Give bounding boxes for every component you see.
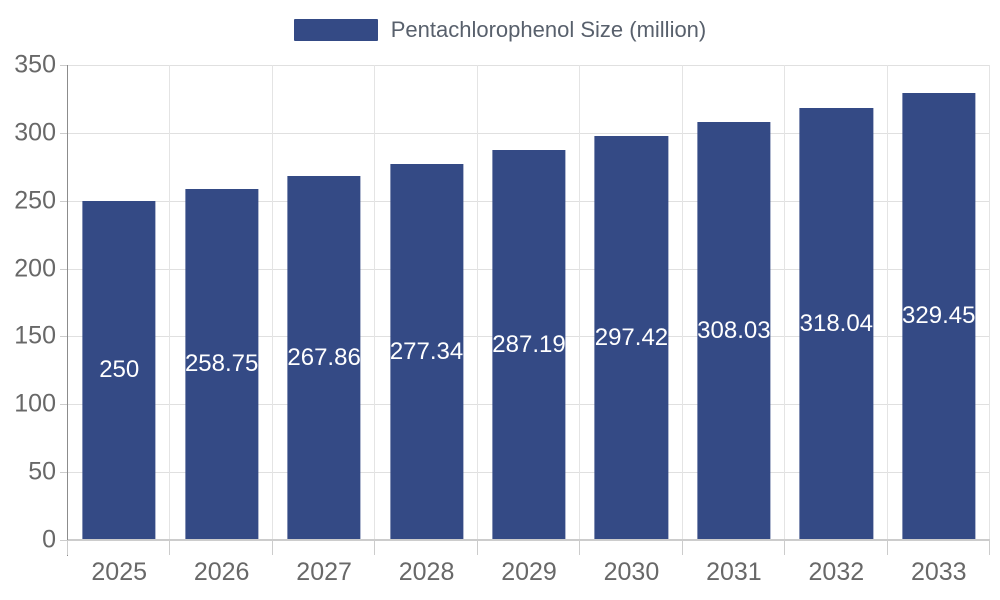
x-tick-label: 2032 — [808, 558, 865, 586]
x-axis-tick — [784, 540, 786, 555]
v-gridline — [989, 65, 990, 540]
x-tick-label: 2025 — [91, 558, 148, 586]
bar-value-label: 267.86 — [287, 344, 361, 372]
y-axis-tick — [60, 200, 67, 202]
bar-slot: 329.45 — [888, 65, 990, 540]
y-tick-label: 200 — [14, 254, 56, 283]
bar-slot: 250 — [68, 65, 170, 540]
x-axis-tick — [681, 540, 683, 555]
y-tick-label: 0 — [42, 525, 56, 554]
v-gridline — [784, 65, 786, 540]
plot-area: 250 258.75 267.86 277.34 287.19 297.42 308.03 3… — [14, 51, 990, 586]
bar-2028[interactable]: 277.34 — [389, 163, 464, 540]
v-gridline — [886, 65, 888, 540]
x-tick-label: 2028 — [398, 558, 455, 586]
v-gridline — [374, 65, 376, 540]
v-gridline — [681, 65, 683, 540]
bar-2027[interactable]: 267.86 — [287, 176, 361, 540]
legend-swatch — [293, 19, 378, 41]
bar-value-label: 329.45 — [902, 302, 976, 330]
bar-value-label: 297.42 — [594, 324, 669, 352]
bar-slot: 297.42 — [580, 65, 682, 540]
bar-slot: 308.03 — [683, 65, 785, 540]
bar-value-label: 287.19 — [492, 331, 566, 359]
bar-slot: 287.19 — [478, 65, 580, 540]
bar-2025[interactable]: 250 — [82, 200, 156, 540]
h-gridline — [68, 65, 990, 66]
bar-2031[interactable]: 308.03 — [697, 121, 771, 540]
bar-value-label: 277.34 — [389, 337, 464, 365]
y-tick-label: 150 — [14, 321, 56, 350]
x-axis-tick — [579, 540, 581, 555]
x-axis-tick — [374, 540, 376, 555]
x-tick-label: 2033 — [910, 558, 967, 586]
bar-2026[interactable]: 258.75 — [184, 188, 259, 540]
x-tick-label: 2029 — [501, 558, 557, 586]
y-axis-tick — [60, 336, 67, 338]
y-tick-label: 250 — [14, 186, 56, 215]
legend-label: Pentachlorophenol Size (million) — [390, 17, 707, 42]
bar-value-label: 250 — [99, 356, 140, 384]
v-gridline — [579, 65, 581, 540]
bar-value-label: 308.03 — [697, 316, 771, 344]
x-tick-label: 2030 — [603, 558, 660, 586]
y-tick-label: 350 — [14, 50, 56, 79]
y-tick-label: 300 — [14, 118, 56, 147]
y-axis-tick — [60, 472, 67, 474]
bar-slot: 258.75 — [170, 65, 272, 540]
v-gridline — [271, 65, 273, 540]
x-axis-tick — [989, 540, 990, 555]
x-axis-tick — [169, 540, 171, 555]
bar-2030[interactable]: 297.42 — [595, 136, 668, 540]
bar-value-label: 258.75 — [184, 350, 259, 378]
bar-slot: 318.04 — [785, 65, 887, 540]
x-tick-label: 2031 — [706, 558, 762, 586]
y-axis-tick — [60, 268, 67, 270]
bar-2029[interactable]: 287.19 — [492, 150, 566, 540]
x-axis-tick — [476, 540, 478, 555]
y-axis-tick — [60, 132, 67, 134]
bar-slot: 267.86 — [273, 65, 375, 540]
legend[interactable]: Pentachlorophenol Size (million) — [0, 17, 1000, 43]
y-axis-line — [67, 65, 68, 556]
h-gridline — [68, 132, 990, 134]
v-gridline — [476, 65, 478, 540]
bar-2033[interactable]: 329.45 — [902, 92, 976, 540]
x-axis-tick — [67, 540, 68, 555]
x-tick-label: 2027 — [296, 558, 352, 586]
bar-slot: 277.34 — [375, 65, 477, 540]
x-tick-label: 2026 — [193, 558, 250, 586]
x-axis-tick — [886, 540, 888, 555]
bar-value-label: 318.04 — [799, 310, 874, 338]
bar-2032[interactable]: 318.04 — [800, 108, 873, 540]
y-axis-tick — [60, 540, 67, 541]
y-tick-label: 100 — [14, 389, 56, 418]
x-axis-line — [68, 539, 990, 541]
x-axis-tick — [271, 540, 273, 555]
y-axis-tick — [60, 65, 67, 66]
y-axis-tick — [60, 404, 67, 406]
v-gridline — [169, 65, 171, 540]
y-tick-label: 50 — [28, 457, 56, 486]
